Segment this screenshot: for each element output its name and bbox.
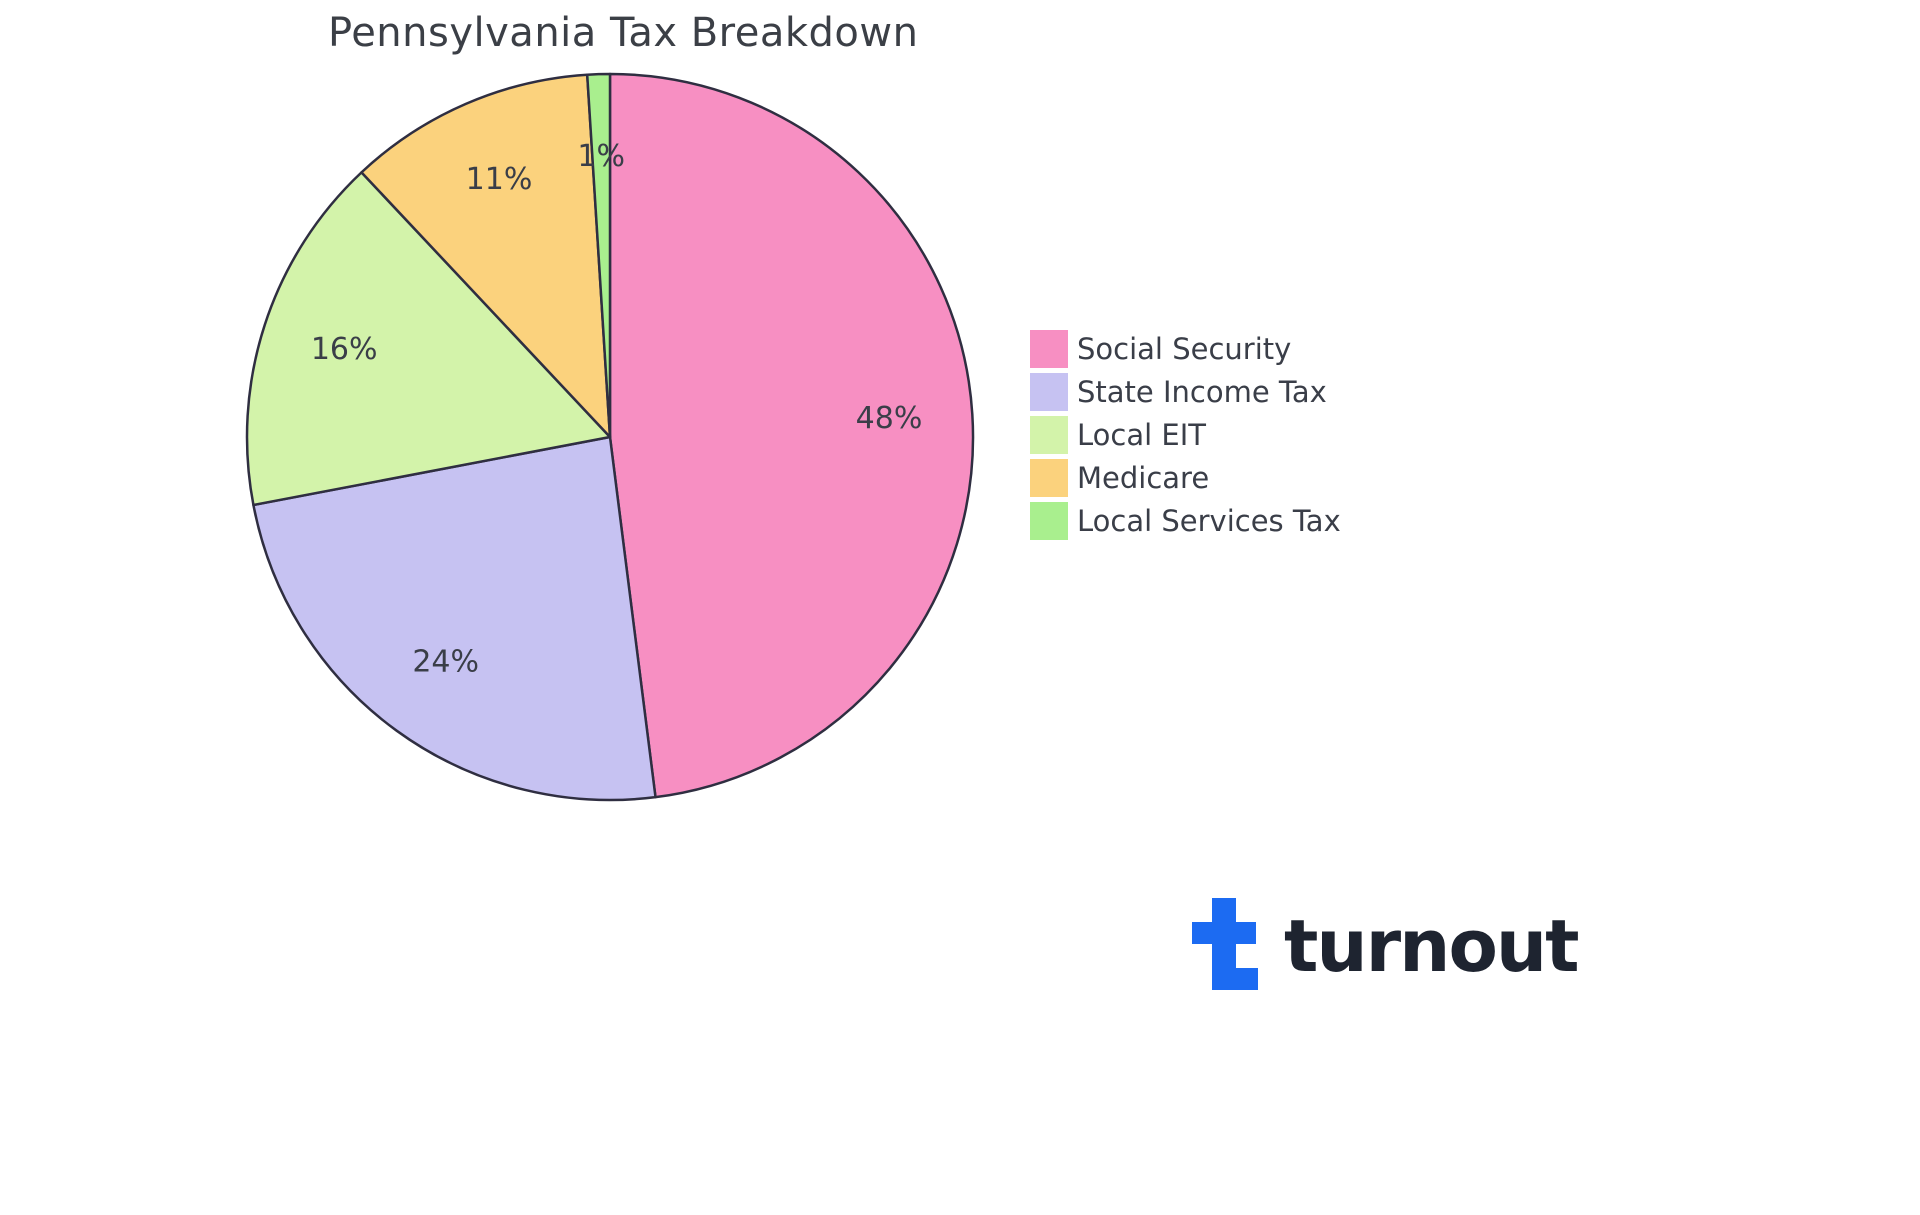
slice-percent-label-state-income-tax: 24% bbox=[412, 645, 479, 680]
pie-slice-social-security bbox=[608, 72, 975, 799]
legend-item-medicare: Medicare bbox=[1030, 459, 1341, 497]
legend-label: Local Services Tax bbox=[1077, 504, 1341, 538]
legend-swatch bbox=[1030, 373, 1068, 411]
legend-item-local-eit: Local EIT bbox=[1030, 416, 1341, 454]
logo-block bbox=[1192, 922, 1256, 944]
legend-label: Social Security bbox=[1077, 332, 1292, 366]
slice-percent-label-local-services-tax: 1% bbox=[577, 139, 625, 174]
legend-label: Medicare bbox=[1077, 461, 1210, 495]
legend-swatch bbox=[1030, 330, 1068, 368]
legend-item-social-security: Social Security bbox=[1030, 330, 1341, 368]
pie-slice-medicare bbox=[360, 73, 612, 439]
pie-slice-local-eit bbox=[245, 171, 612, 507]
pie-slice-local-services-tax bbox=[585, 72, 612, 439]
slice-percent-label-medicare: 11% bbox=[466, 162, 533, 197]
legend-item-state-income-tax: State Income Tax bbox=[1030, 373, 1341, 411]
chart-title: Pennsylvania Tax Breakdown bbox=[328, 10, 919, 56]
turnout-logo-text: turnout bbox=[1284, 904, 1580, 988]
branding: turnout bbox=[1192, 898, 1580, 994]
slice-percent-label-social-security: 48% bbox=[856, 401, 923, 436]
logo-block bbox=[1212, 968, 1258, 990]
legend: Social Security State Income Tax Local EIT… bbox=[1030, 330, 1341, 540]
legend-label: Local EIT bbox=[1077, 418, 1206, 452]
legend-swatch bbox=[1030, 416, 1068, 454]
slice-percent-label-local-eit: 16% bbox=[311, 332, 378, 367]
turnout-logo-icon bbox=[1192, 898, 1258, 990]
legend-item-local-services-tax: Local Services Tax bbox=[1030, 502, 1341, 540]
pie-slice-state-income-tax bbox=[252, 435, 657, 802]
legend-swatch bbox=[1030, 459, 1068, 497]
legend-label: State Income Tax bbox=[1077, 375, 1327, 409]
legend-swatch bbox=[1030, 502, 1068, 540]
